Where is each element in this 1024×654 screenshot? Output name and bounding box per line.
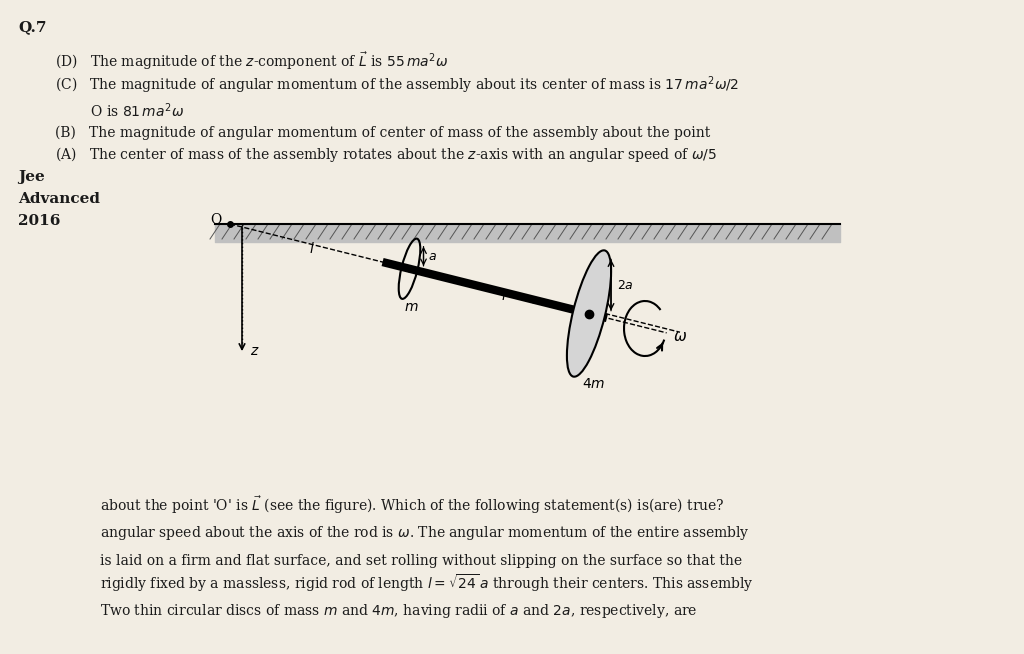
Text: $\omega$: $\omega$ — [673, 330, 687, 343]
Text: Two thin circular discs of mass $m$ and $4m$, having radii of $a$ and $2a$, resp: Two thin circular discs of mass $m$ and … — [100, 602, 697, 620]
Text: Jee: Jee — [18, 170, 45, 184]
Text: (A)   The center of mass of the assembly rotates about the $z$-axis with an angu: (A) The center of mass of the assembly r… — [55, 145, 717, 164]
Text: $l$: $l$ — [502, 288, 507, 303]
Text: Q.7: Q.7 — [18, 20, 46, 34]
Text: $a$: $a$ — [427, 250, 436, 263]
Text: O: O — [210, 213, 221, 227]
Text: 2016: 2016 — [18, 214, 60, 228]
Text: O is $81\,ma^2\omega$: O is $81\,ma^2\omega$ — [55, 101, 184, 120]
Text: Advanced: Advanced — [18, 192, 100, 206]
Text: $4m$: $4m$ — [583, 377, 606, 390]
Text: rigidly fixed by a massless, rigid rod of length $l=\sqrt{24}\,a$ through their : rigidly fixed by a massless, rigid rod o… — [100, 572, 754, 594]
Text: is laid on a firm and flat surface, and set rolling without slipping on the surf: is laid on a firm and flat surface, and … — [100, 554, 742, 568]
Text: $l$: $l$ — [309, 241, 314, 256]
Ellipse shape — [567, 250, 611, 377]
Text: $2a$: $2a$ — [617, 279, 634, 292]
Text: $z$: $z$ — [250, 344, 259, 358]
Text: (B)   The magnitude of angular momentum of center of mass of the assembly about : (B) The magnitude of angular momentum of… — [55, 126, 711, 140]
Text: (C)   The magnitude of angular momentum of the assembly about its center of mass: (C) The magnitude of angular momentum of… — [55, 75, 739, 96]
Text: (D)   The magnitude of the $z$-component of $\vec{L}$ is $55\,ma^2\omega$: (D) The magnitude of the $z$-component o… — [55, 50, 449, 72]
Text: $m$: $m$ — [404, 300, 419, 314]
Text: about the point 'O' is $\vec{L}$ (see the figure). Which of the following statem: about the point 'O' is $\vec{L}$ (see th… — [100, 494, 725, 516]
Text: angular speed about the axis of the rod is $\omega$. The angular momentum of the: angular speed about the axis of the rod … — [100, 524, 750, 542]
